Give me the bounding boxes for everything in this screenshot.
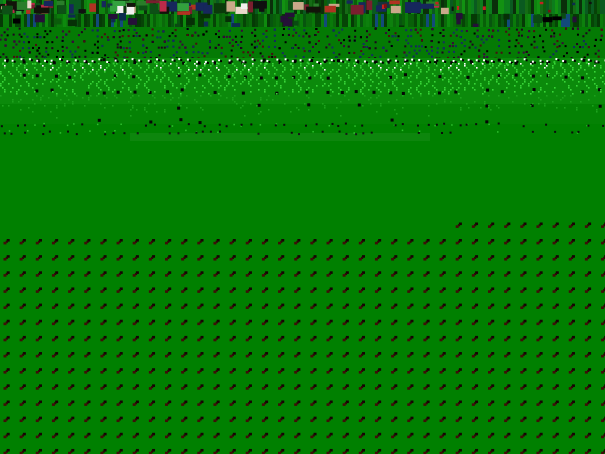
glitch-bitmap-canvas (0, 0, 605, 454)
corrupted-screenshot (0, 0, 605, 454)
